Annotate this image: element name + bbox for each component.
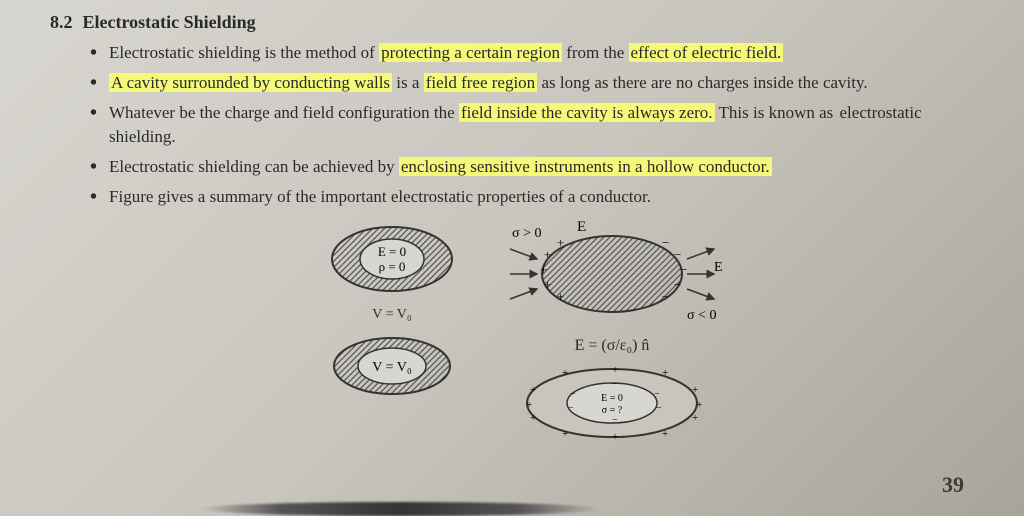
book-spine-shadow bbox=[200, 502, 600, 516]
bullet-dot-icon: • bbox=[90, 155, 97, 179]
svg-text:−: − bbox=[568, 403, 574, 414]
svg-text:+: + bbox=[544, 277, 551, 292]
bullet-dot-icon: • bbox=[90, 71, 97, 95]
figure-right-column: +++ ++ −−− −− E σ > 0 σ < 0 bbox=[502, 219, 722, 443]
svg-text:+: + bbox=[612, 431, 618, 443]
blob2-top-e: E bbox=[577, 219, 586, 235]
bullet-list: • Electrostatic shielding is the method … bbox=[50, 41, 994, 209]
svg-text:+: + bbox=[662, 367, 668, 379]
svg-text:−: − bbox=[674, 277, 681, 292]
blob3-text: V = V₀ bbox=[372, 360, 412, 375]
bullet-item: • Electrostatic shielding is the method … bbox=[90, 41, 994, 65]
svg-text:−: − bbox=[654, 389, 660, 400]
svg-text:+: + bbox=[530, 384, 536, 396]
svg-text:+: + bbox=[562, 367, 568, 379]
figure-left-column: E = 0 ρ = 0 V = V₀ V = V₀ bbox=[322, 219, 462, 443]
svg-text:−: − bbox=[656, 403, 662, 414]
conductor-blob-3: V = V₀ bbox=[322, 331, 462, 401]
section-header: 8.2 Electrostatic Shielding bbox=[50, 12, 994, 33]
blob2-sigma-neg: σ < 0 bbox=[687, 308, 716, 323]
blob2-sigma-pos: σ > 0 bbox=[512, 226, 541, 241]
svg-text:−: − bbox=[612, 379, 618, 390]
svg-text:+: + bbox=[662, 428, 668, 440]
bullet-text: Electrostatic shielding can be achieved … bbox=[109, 155, 994, 179]
svg-text:−: − bbox=[680, 262, 687, 277]
svg-text:+: + bbox=[526, 399, 532, 411]
svg-text:+: + bbox=[692, 384, 698, 396]
figure-area: E = 0 ρ = 0 V = V₀ V = V₀ +++ ++ −−− −− bbox=[50, 219, 994, 443]
blob4-line1: E = 0 bbox=[601, 393, 623, 404]
svg-text:−: − bbox=[612, 415, 618, 426]
svg-text:−: − bbox=[570, 389, 576, 400]
svg-text:−: − bbox=[662, 289, 669, 304]
svg-text:+: + bbox=[530, 412, 536, 424]
blob1-line1: E = 0 bbox=[378, 244, 406, 259]
bullet-text: Figure gives a summary of the important … bbox=[109, 185, 994, 209]
section-number: 8.2 bbox=[50, 12, 73, 33]
bullet-text: Electrostatic shielding is the method of… bbox=[109, 41, 994, 65]
svg-text:+: + bbox=[612, 364, 618, 376]
svg-text:+: + bbox=[557, 235, 564, 250]
svg-text:+: + bbox=[696, 399, 702, 411]
svg-text:+: + bbox=[692, 412, 698, 424]
bullet-text: A cavity surrounded by conducting walls … bbox=[109, 71, 994, 95]
svg-text:+: + bbox=[544, 247, 551, 262]
bullet-dot-icon: • bbox=[90, 101, 97, 149]
bullet-dot-icon: • bbox=[90, 41, 97, 65]
blob1-below-label: V = V₀ bbox=[372, 307, 412, 323]
page-number: 39 bbox=[942, 472, 964, 498]
conductor-blob-4: +++ +++ +++ +++ −− −− −− E = 0 σ = ? bbox=[512, 363, 712, 443]
bullet-item: • A cavity surrounded by conducting wall… bbox=[90, 71, 994, 95]
svg-text:+: + bbox=[562, 428, 568, 440]
bullet-dot-icon: • bbox=[90, 185, 97, 209]
svg-text:+: + bbox=[557, 289, 564, 304]
blob1-line2: ρ = 0 bbox=[379, 259, 406, 274]
bullet-item: • Whatever be the charge and field confi… bbox=[90, 101, 994, 149]
bullet-item: • Electrostatic shielding can be achieve… bbox=[90, 155, 994, 179]
section-title: Electrostatic Shielding bbox=[83, 12, 256, 33]
svg-text:−: − bbox=[662, 235, 669, 250]
conductor-blob-2: +++ ++ −−− −− E σ > 0 σ < 0 bbox=[502, 219, 722, 329]
blob2-equation: E = (σ/ε₀) n̂ bbox=[575, 337, 650, 355]
conductor-blob-1: E = 0 ρ = 0 bbox=[322, 219, 462, 299]
svg-text:−: − bbox=[674, 247, 681, 262]
blob4-line2: σ = ? bbox=[602, 405, 623, 416]
svg-text:+: + bbox=[540, 262, 547, 277]
blob2-right-e: E bbox=[714, 260, 722, 275]
bullet-item: • Figure gives a summary of the importan… bbox=[90, 185, 994, 209]
bullet-text: Whatever be the charge and field configu… bbox=[109, 101, 994, 149]
